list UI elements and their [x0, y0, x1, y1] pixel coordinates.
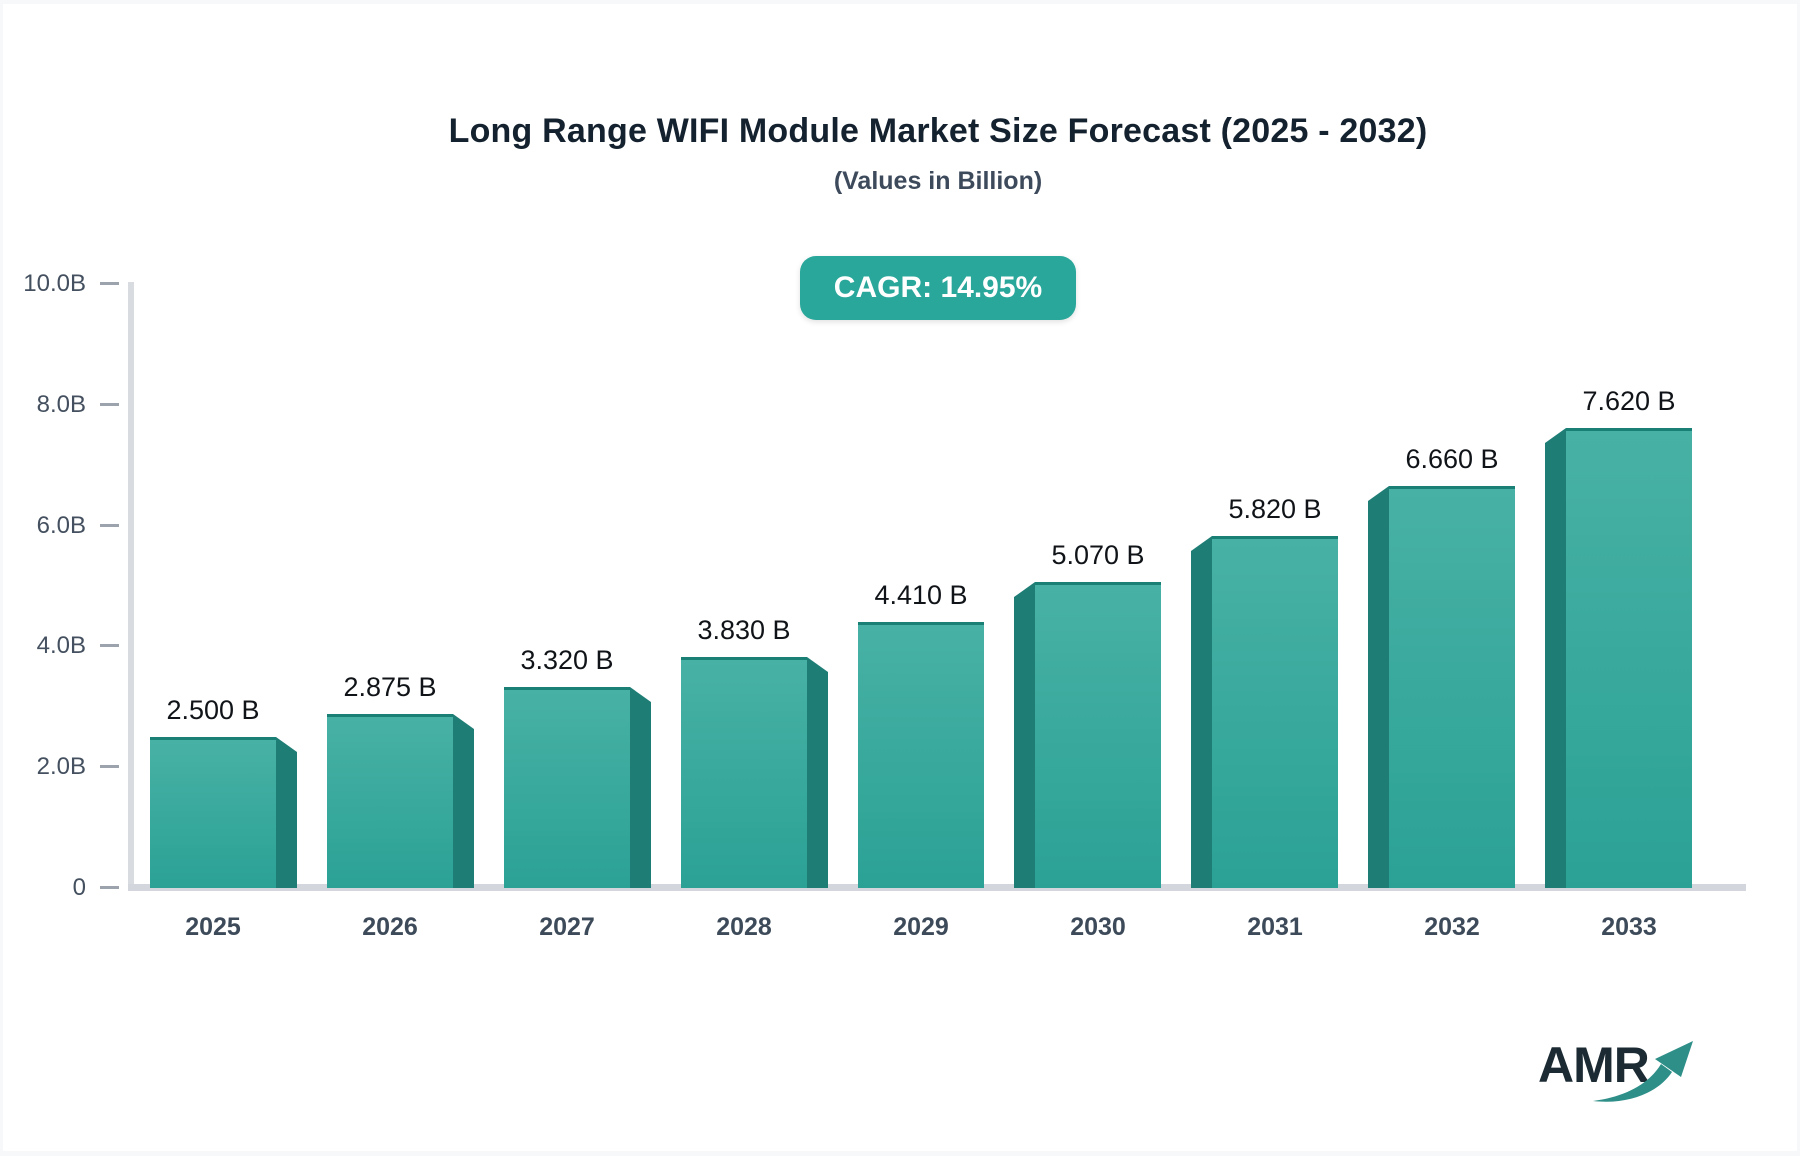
- bar-side: [453, 714, 474, 888]
- x-category-label: 2033: [1601, 913, 1657, 941]
- bar-value-label: 5.070 B: [1051, 540, 1145, 570]
- bar-side: [1191, 536, 1212, 888]
- x-category-label: 2030: [1070, 913, 1126, 941]
- bar-face: [1566, 428, 1692, 888]
- x-category-label: 2028: [716, 913, 772, 941]
- y-tick-label: 2.0B: [36, 753, 86, 780]
- y-tick-dash: [100, 524, 119, 527]
- x-category-label: 2029: [893, 913, 949, 941]
- bar-value-label: 7.620 B: [1582, 386, 1676, 416]
- bar-value-label: 2.500 B: [166, 695, 260, 725]
- x-category-label: 2026: [362, 913, 418, 941]
- y-tick-dash: [100, 403, 119, 406]
- y-tick-label: 8.0B: [36, 391, 86, 418]
- chart-title: Long Range WIFI Module Market Size Forec…: [448, 112, 1428, 150]
- y-tick-label: 0: [72, 874, 86, 901]
- y-tick-dash: [100, 644, 119, 647]
- bar-value-label: 5.820 B: [1228, 494, 1322, 524]
- cagr-badge: CAGR: 14.95%: [799, 256, 1077, 320]
- x-category-label: 2031: [1247, 913, 1303, 941]
- bar-face: [150, 737, 276, 888]
- y-tick-dash: [100, 282, 119, 285]
- bar-face: [681, 657, 807, 888]
- chart-subtitle: (Values in Billion): [833, 167, 1043, 195]
- bar-value-label: 4.410 B: [874, 580, 968, 610]
- amr-logo: AMR: [1538, 1036, 1738, 1116]
- bar-value-label: 3.830 B: [697, 615, 791, 645]
- bar-side: [630, 687, 651, 888]
- y-tick-label: 4.0B: [36, 632, 86, 659]
- bar-value-label: 2.875 B: [343, 672, 437, 702]
- growth-arrow-icon: [1593, 1041, 1693, 1102]
- y-tick-label: 6.0B: [36, 512, 86, 539]
- bar-value-label: 6.660 B: [1405, 444, 1499, 474]
- bar-face: [858, 622, 984, 888]
- x-category-label: 2027: [539, 913, 595, 941]
- chart-header: Long Range WIFI Module Market Size Forec…: [76, 112, 1800, 196]
- bar-side: [276, 737, 297, 888]
- bar-face: [1389, 486, 1515, 888]
- y-tick-label: 10.0B: [23, 270, 86, 297]
- y-tick-dash: [100, 886, 119, 889]
- bar-side: [1368, 486, 1389, 888]
- bar-face: [504, 687, 630, 888]
- y-axis-line: [128, 282, 134, 888]
- bar-side: [807, 657, 828, 888]
- bar-face: [327, 714, 453, 888]
- x-category-label: 2025: [185, 913, 241, 941]
- amr-logo-text: AMR: [1538, 1037, 1650, 1093]
- bar-side: [1545, 428, 1566, 888]
- bar-face: [1035, 582, 1161, 888]
- cagr-badge-row: CAGR: 14.95%: [76, 256, 1800, 320]
- y-tick-dash: [100, 765, 119, 768]
- x-category-label: 2032: [1424, 913, 1480, 941]
- bar-value-label: 3.320 B: [520, 645, 614, 675]
- bar-face: [1212, 536, 1338, 888]
- bar-side: [1014, 582, 1035, 888]
